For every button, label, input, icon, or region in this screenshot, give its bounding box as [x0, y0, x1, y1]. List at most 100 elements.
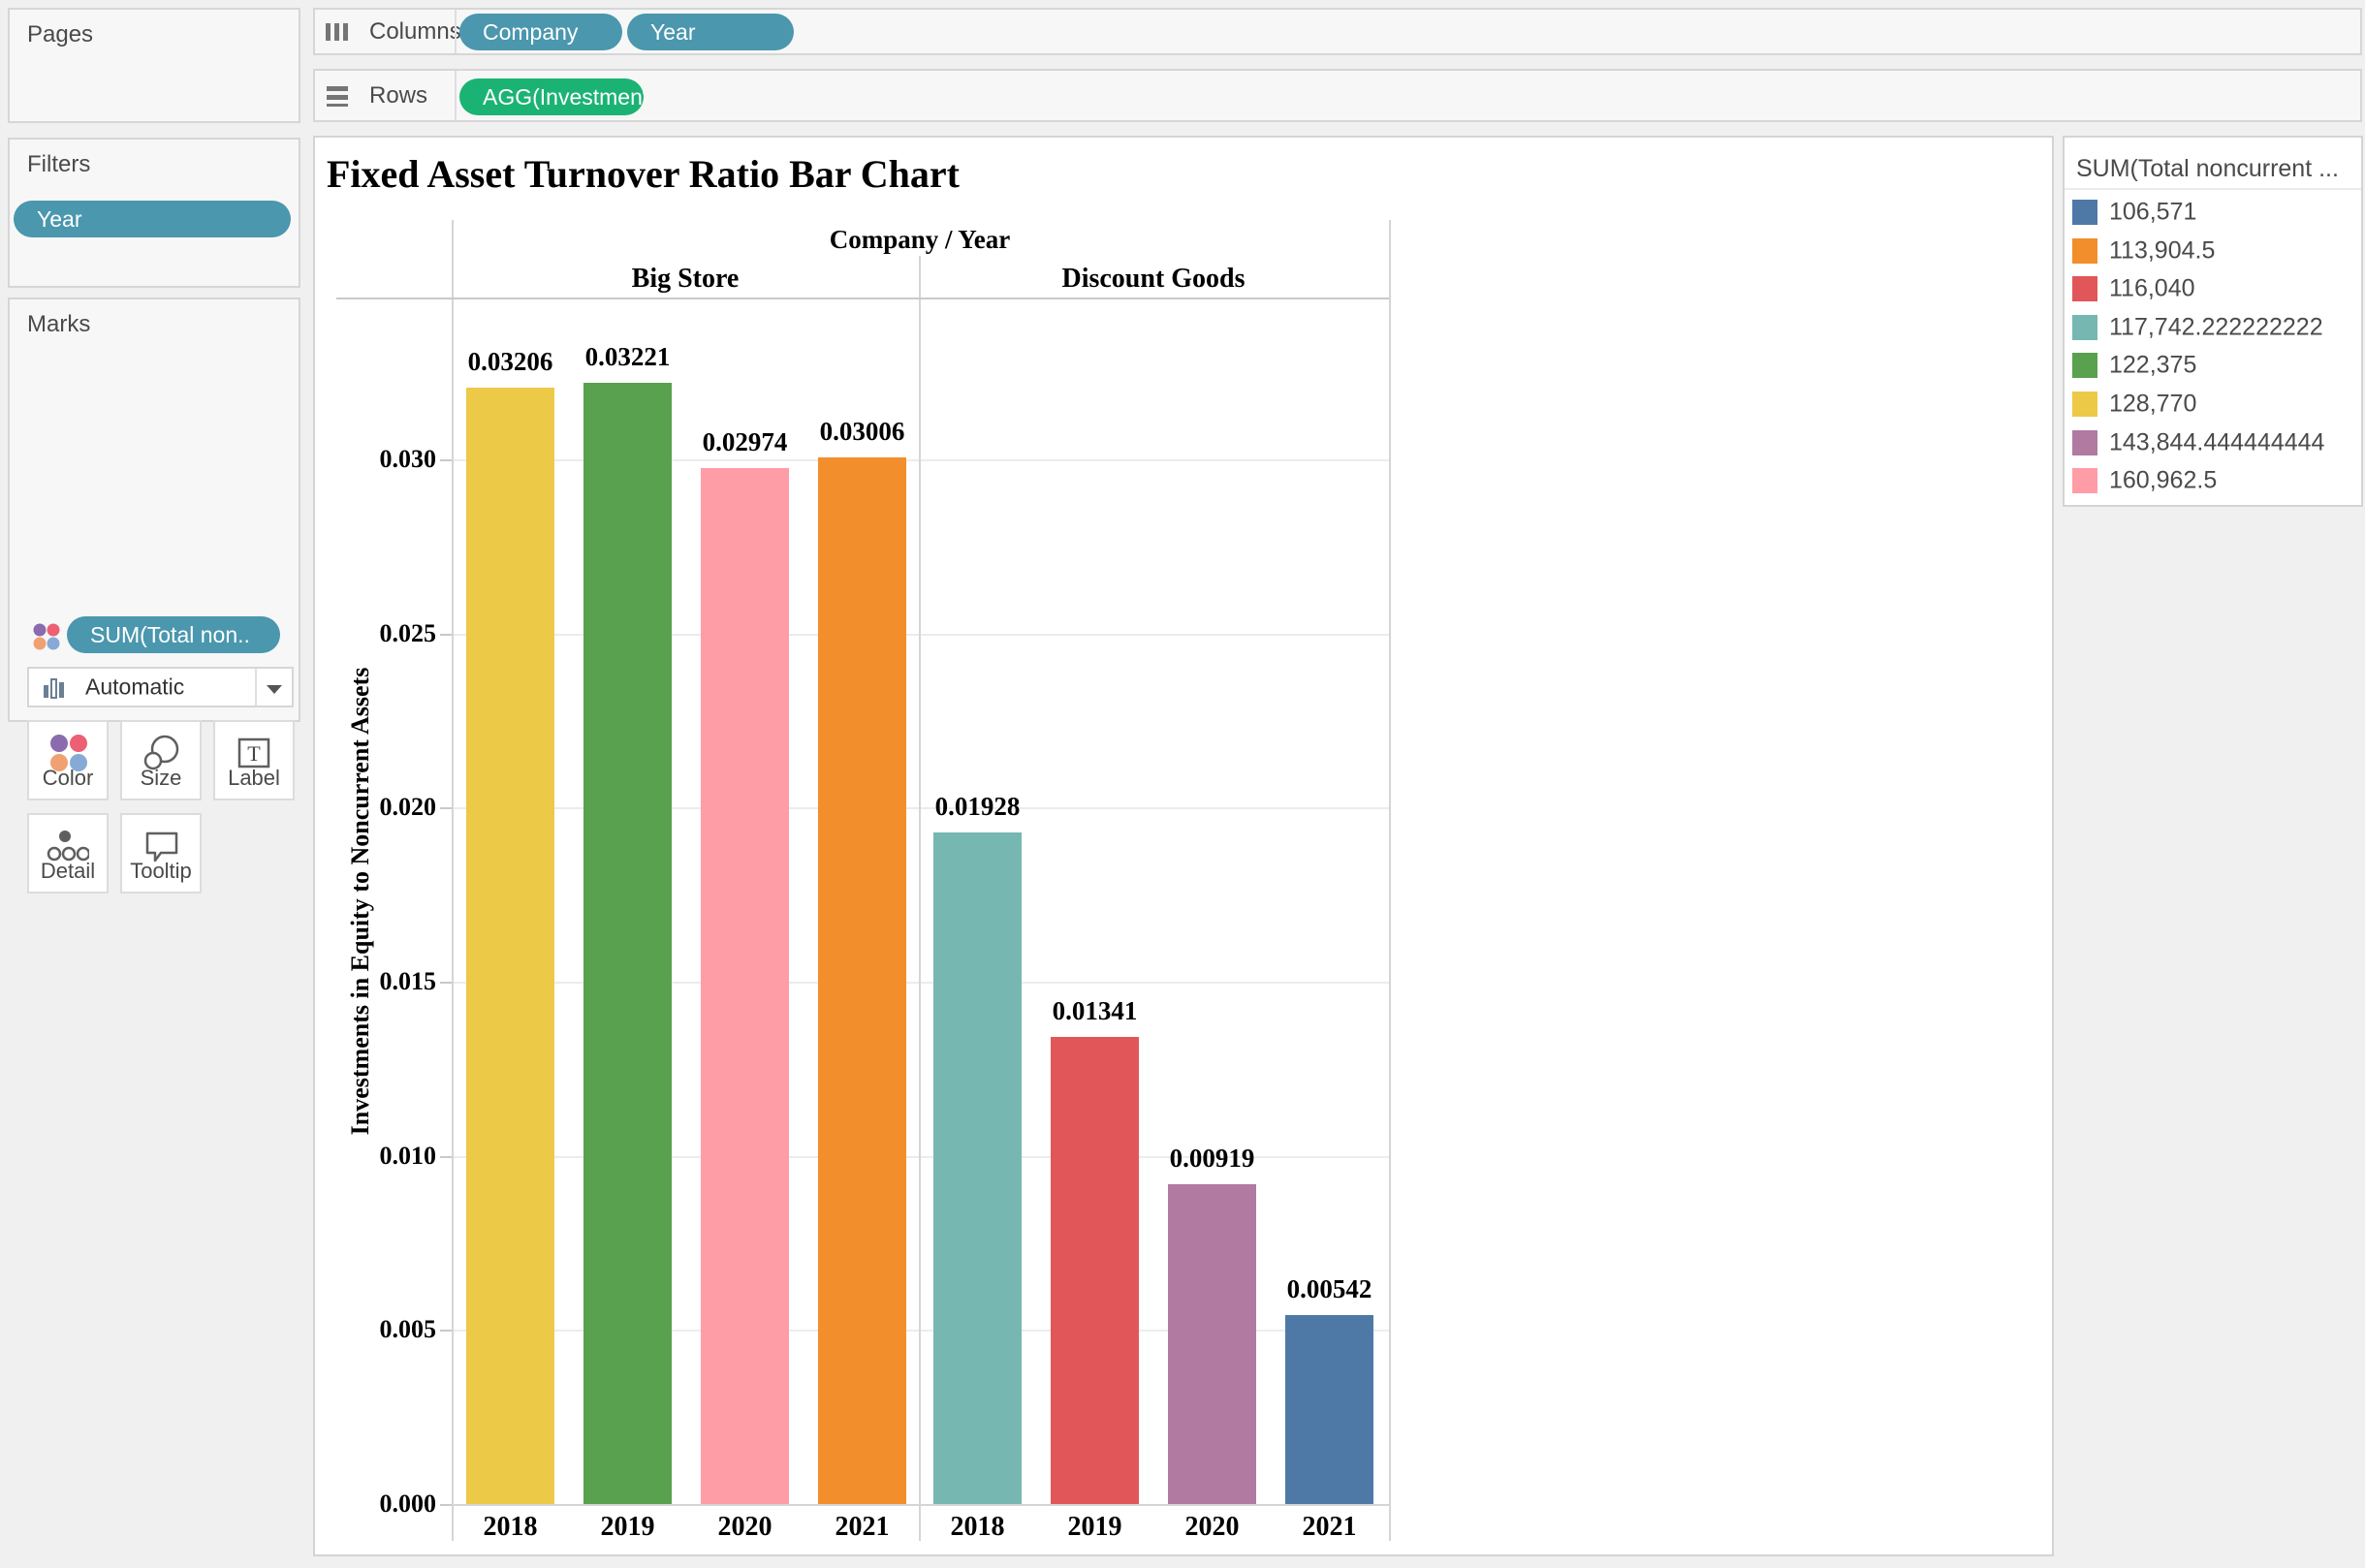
rows-pill-agg-investments[interactable]: AGG(Investments in E..	[459, 78, 644, 115]
bar-discount-goods-2018[interactable]	[933, 832, 1022, 1504]
legend-item-label: 143,844.444444444	[2109, 428, 2325, 456]
y-tick-label: 0.010	[379, 1142, 437, 1170]
legend-swatch	[2072, 276, 2097, 302]
pane-header-discount-goods: Discount Goods	[1061, 264, 1246, 294]
label-button-label: Label	[228, 766, 280, 790]
x-tick-label: 2020	[717, 1512, 773, 1542]
columns-shelf[interactable]: Columns Company Year	[313, 8, 2362, 55]
pane-separator	[919, 256, 921, 1541]
shelf-divider	[455, 71, 457, 120]
bar-big-store-2020[interactable]	[701, 468, 789, 1504]
legend-swatch	[2072, 200, 2097, 225]
x-tick-label: 2020	[1184, 1512, 1240, 1542]
color-button[interactable]: Color	[27, 720, 109, 800]
columns-icon	[325, 21, 350, 43]
pages-shelf[interactable]: Pages	[8, 8, 300, 123]
legend-item[interactable]: 143,844.444444444	[2065, 426, 2361, 459]
size-icon	[143, 735, 179, 770]
x-tick-label: 2018	[483, 1512, 538, 1542]
tooltip-button[interactable]: Tooltip	[120, 813, 202, 894]
legend-item[interactable]: 128,770	[2065, 388, 2361, 421]
y-tick-label: 0.000	[379, 1490, 437, 1518]
marks-pill-sum-total[interactable]: SUM(Total non..	[67, 616, 280, 653]
tooltip-icon	[145, 831, 178, 862]
bar-value-label: 0.02974	[702, 427, 788, 456]
detail-button[interactable]: Detail	[27, 813, 109, 894]
bar-value-label: 0.00542	[1286, 1274, 1372, 1303]
label-icon: T	[237, 737, 270, 768]
label-button[interactable]: T Label	[213, 720, 295, 800]
legend-swatch	[2072, 353, 2097, 379]
columns-shelf-label: Columns	[369, 17, 461, 45]
legend-item[interactable]: 113,904.5	[2065, 235, 2361, 267]
legend-swatch	[2072, 392, 2097, 417]
filter-pill-year[interactable]: Year	[14, 201, 291, 237]
rows-shelf[interactable]: Rows AGG(Investments in E..	[313, 69, 2362, 122]
y-tick-label: 0.005	[379, 1315, 437, 1343]
axis-tick	[440, 982, 452, 984]
legend-item-label: 160,962.5	[2109, 466, 2218, 494]
bar-value-label: 0.01928	[934, 792, 1021, 821]
axis-tick	[440, 807, 452, 809]
legend-item[interactable]: 160,962.5	[2065, 464, 2361, 497]
pages-title: Pages	[27, 21, 94, 47]
bar-big-store-2019[interactable]	[583, 383, 672, 1504]
bar-value-label: 0.01341	[1052, 996, 1138, 1025]
filters-shelf[interactable]: Filters Year	[8, 138, 300, 288]
chevron-down-icon[interactable]	[267, 685, 282, 694]
tooltip-button-label: Tooltip	[130, 859, 192, 883]
legend-card[interactable]: SUM(Total noncurrent ... 106,571 113,904.…	[2063, 136, 2363, 507]
column-field-header: Company / Year	[829, 225, 1011, 254]
plot-area: 0.030 0.025 0.020 0.015 0.010 0.005 0.000 0.032…	[315, 138, 2052, 1554]
legend-item-label: 117,742.222222222	[2109, 313, 2323, 341]
legend-item[interactable]: 117,742.222222222	[2065, 311, 2361, 344]
marks-card: Marks Automatic Color Size	[8, 298, 300, 894]
axis-tick	[440, 1330, 452, 1332]
color-dots-icon	[33, 623, 60, 650]
color-icon	[50, 735, 87, 771]
bar-chart-icon	[43, 677, 68, 704]
bar-discount-goods-2019[interactable]	[1051, 1037, 1139, 1504]
columns-pill-company[interactable]: Company	[459, 14, 622, 50]
legend-item[interactable]: 116,040	[2065, 272, 2361, 305]
bar-big-store-2018[interactable]	[466, 388, 554, 1504]
rows-icon	[325, 85, 350, 109]
color-button-label: Color	[42, 766, 94, 790]
bar-discount-goods-2020[interactable]	[1168, 1184, 1256, 1504]
legend-item-label: 106,571	[2109, 198, 2197, 226]
size-button[interactable]: Size	[120, 720, 202, 800]
bar-value-label: 0.03221	[584, 342, 671, 371]
rows-shelf-label: Rows	[369, 81, 428, 109]
plot-right-border	[1389, 220, 1391, 1541]
legend-swatch	[2072, 314, 2097, 340]
columns-pill-year[interactable]: Year	[627, 14, 794, 50]
bar-big-store-2021[interactable]	[818, 457, 906, 1504]
svg-text:T: T	[247, 741, 261, 766]
bar-value-label: 0.00919	[1169, 1144, 1255, 1173]
y-tick-label: 0.030	[379, 445, 437, 473]
x-tick-label: 2018	[950, 1512, 1005, 1542]
legend-item-label: 116,040	[2109, 274, 2195, 302]
detail-button-label: Detail	[40, 859, 96, 883]
mark-type-dropdown[interactable]: Automatic	[27, 667, 294, 707]
legend-item[interactable]: 122,375	[2065, 349, 2361, 382]
legend-item-label: 122,375	[2109, 351, 2197, 379]
filters-title: Filters	[27, 151, 91, 177]
bar-discount-goods-2021[interactable]	[1285, 1315, 1373, 1504]
size-button-label: Size	[140, 766, 182, 790]
legend-swatch	[2072, 468, 2097, 494]
y-tick-label: 0.020	[379, 793, 437, 821]
x-tick-label: 2021	[835, 1512, 890, 1542]
axis-tick	[440, 459, 452, 461]
legend-item-label: 113,904.5	[2109, 236, 2216, 265]
axis-tick	[440, 1504, 452, 1506]
pane-header-big-store: Big Store	[631, 264, 740, 294]
legend-title: SUM(Total noncurrent ...	[2076, 155, 2339, 182]
bar-value-label: 0.03206	[467, 347, 553, 376]
legend-item-label: 128,770	[2109, 390, 2197, 418]
legend-item[interactable]: 106,571	[2065, 196, 2361, 229]
x-tick-label: 2019	[600, 1512, 655, 1542]
mark-type-label: Automatic	[85, 674, 185, 700]
axis-tick	[440, 1156, 452, 1158]
